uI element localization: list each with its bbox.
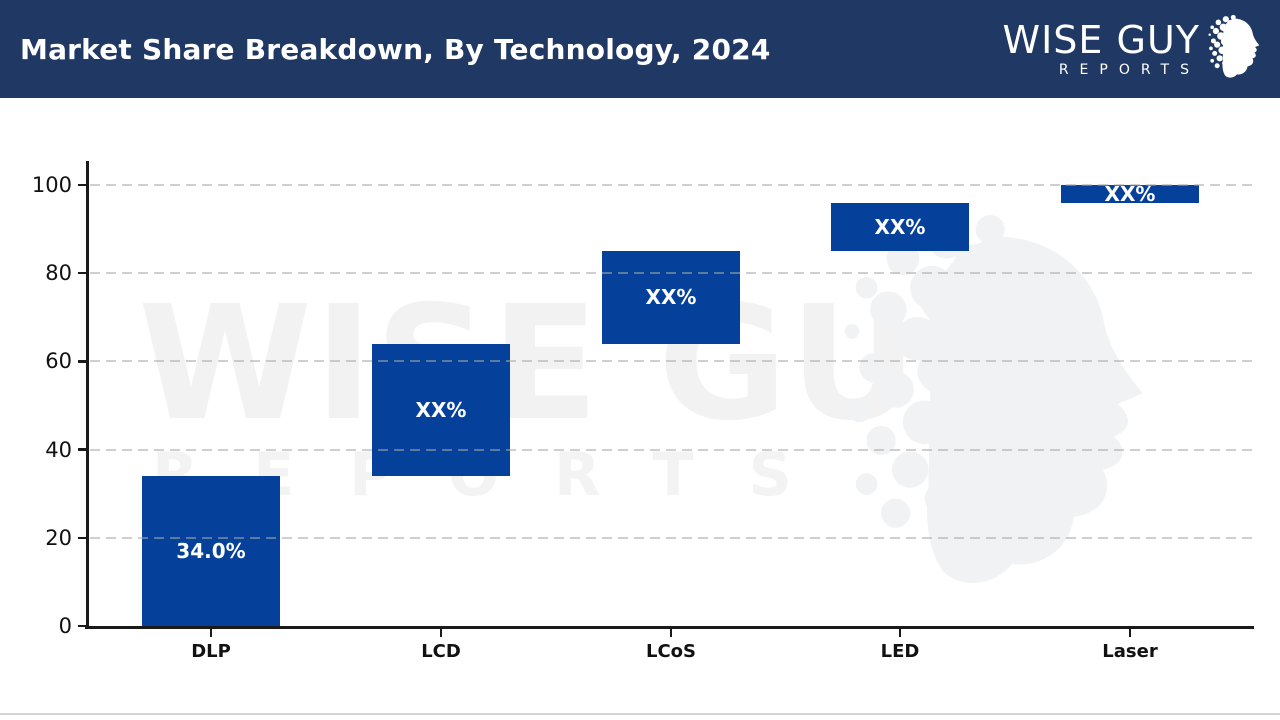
x-tick-label-lcos: LCoS — [645, 641, 696, 662]
gridline-80 — [90, 272, 1253, 275]
bar-led: XX% — [831, 202, 969, 252]
x-tick-led — [898, 628, 902, 637]
bottom-divider — [0, 713, 1280, 715]
y-tick-label-80: 80 — [45, 261, 72, 286]
y-tick-label-60: 60 — [45, 349, 72, 374]
gridline-100 — [90, 184, 1253, 186]
wise-guy-logo: WISE GUY REPORTS — [1003, 0, 1268, 98]
x-tick-lcd — [439, 628, 443, 637]
logo-head-icon — [1206, 9, 1268, 89]
y-axis-line — [86, 161, 89, 629]
gridline-60 — [90, 360, 1253, 363]
x-tick-label-dlp: DLP — [191, 641, 231, 662]
x-tick-label-led: LED — [880, 641, 920, 662]
y-tick-100 — [78, 183, 87, 187]
x-tick-laser — [1128, 628, 1132, 637]
x-tick-label-laser: Laser — [1102, 641, 1158, 662]
logo-wordmark: WISE GUY — [1002, 18, 1200, 62]
x-tick-label-lcd: LCD — [421, 641, 461, 662]
y-tick-0 — [78, 624, 87, 628]
gridline-40 — [90, 448, 1253, 451]
x-tick-dlp — [209, 628, 213, 637]
bar-laser: XX% — [1061, 181, 1199, 206]
bar-value-label-led: XX% — [874, 214, 926, 239]
y-tick-label-40: 40 — [45, 437, 72, 462]
x-tick-lcos — [669, 628, 673, 637]
y-tick-label-100: 100 — [31, 173, 72, 197]
y-tick-label-20: 20 — [45, 525, 72, 550]
bar-value-label-lcos: XX% — [645, 285, 697, 310]
bar-value-label-lcd: XX% — [415, 397, 467, 422]
gridline-20 — [90, 536, 1253, 539]
bar-lcos: XX% — [602, 251, 740, 344]
logo-tagline: REPORTS — [1058, 62, 1200, 78]
bar-value-label-laser: XX% — [1104, 181, 1156, 206]
chart-title: Market Share Breakdown, By Technology, 2… — [20, 32, 771, 66]
header-bar: Market Share Breakdown, By Technology, 2… — [0, 0, 1280, 98]
x-axis-line — [85, 626, 1254, 629]
y-tick-40 — [78, 448, 87, 451]
y-tick-20 — [78, 536, 87, 540]
y-tick-60 — [78, 360, 87, 363]
bar-dlp: 34.0% — [142, 476, 280, 626]
bar-lcd: XX% — [372, 343, 510, 477]
y-tick-80 — [78, 271, 87, 275]
bar-value-label-dlp: 34.0% — [176, 539, 246, 564]
y-tick-label-0: 0 — [58, 614, 72, 638]
